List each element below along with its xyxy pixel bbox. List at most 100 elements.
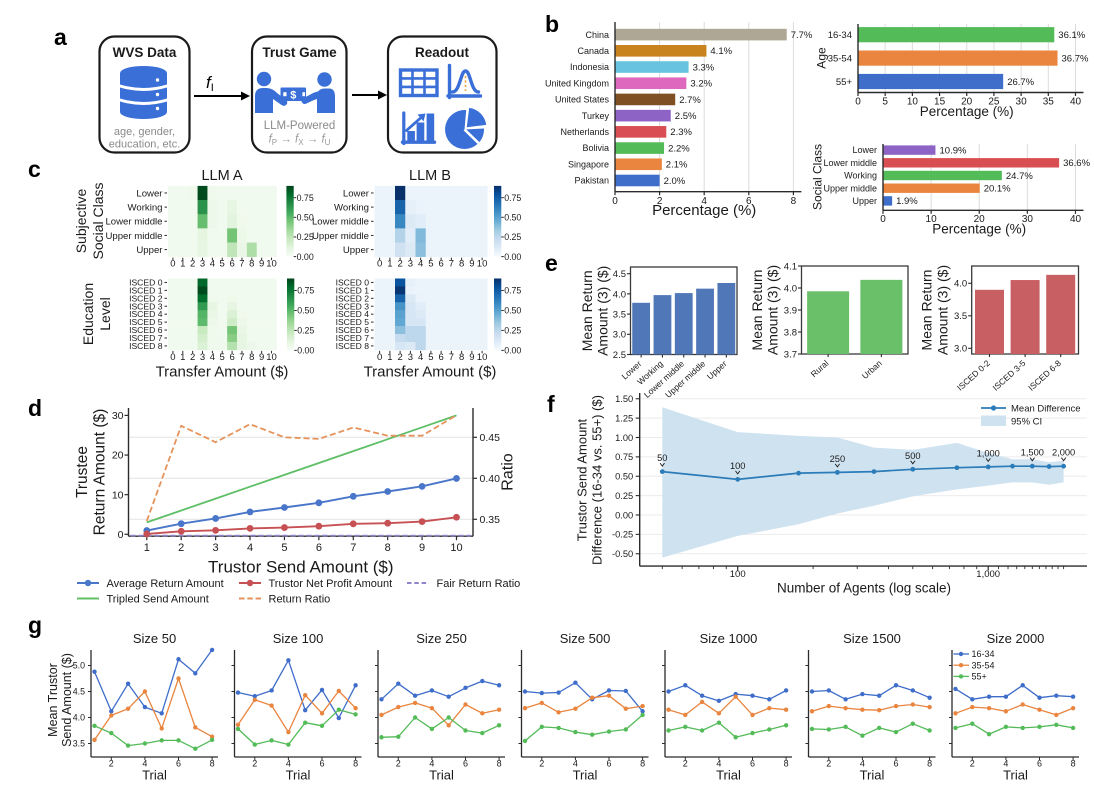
svg-text:4.0: 4.0 (73, 713, 85, 723)
svg-text:3.8: 3.8 (784, 327, 797, 338)
svg-text:0.00: 0.00 (504, 252, 521, 262)
svg-text:55+: 55+ (836, 77, 853, 88)
svg-text:LLM B: LLM B (409, 168, 451, 184)
svg-text:fP → fX → fU: fP → fX → fU (269, 134, 331, 148)
svg-text:fI: fI (206, 73, 214, 94)
svg-text:Upper middle: Upper middle (312, 231, 369, 242)
svg-text:ISCED 7: ISCED 7 (336, 333, 370, 343)
svg-text:30: 30 (112, 410, 124, 422)
svg-text:2,000: 2,000 (1052, 448, 1075, 458)
svg-text:Size 250: Size 250 (416, 631, 467, 646)
svg-text:6: 6 (229, 352, 234, 363)
svg-text:5: 5 (220, 259, 225, 270)
svg-text:0.50: 0.50 (615, 472, 633, 482)
svg-text:9: 9 (259, 352, 264, 363)
svg-text:4: 4 (429, 759, 434, 769)
svg-text:0.50: 0.50 (297, 306, 314, 316)
svg-text:Size 100: Size 100 (273, 631, 324, 646)
svg-text:c: c (28, 156, 41, 182)
svg-text:20.1%: 20.1% (984, 184, 1011, 195)
svg-text:Indonesia: Indonesia (570, 62, 609, 72)
svg-text:LLM A: LLM A (201, 168, 242, 184)
svg-text:ISCED 0: ISCED 0 (129, 278, 163, 288)
svg-text:ISCED 2: ISCED 2 (129, 293, 163, 303)
svg-text:2.5%: 2.5% (675, 111, 697, 122)
svg-text:Bolivia: Bolivia (582, 143, 609, 153)
svg-text:6: 6 (1037, 759, 1042, 769)
svg-text:8: 8 (249, 259, 254, 270)
svg-text:ISCED 6: ISCED 6 (129, 325, 163, 335)
svg-text:3.0: 3.0 (954, 344, 967, 355)
svg-text:2.0%: 2.0% (664, 176, 686, 187)
svg-text:4.0: 4.0 (613, 289, 626, 300)
svg-text:8: 8 (791, 196, 797, 207)
svg-text:China: China (585, 30, 609, 40)
svg-text:7.7%: 7.7% (791, 30, 813, 41)
svg-text:Size 50: Size 50 (133, 631, 176, 646)
svg-text:6: 6 (438, 259, 443, 270)
svg-text:0: 0 (880, 214, 886, 225)
svg-text:10: 10 (926, 214, 938, 225)
svg-text:3: 3 (200, 259, 205, 270)
svg-text:0: 0 (170, 259, 175, 270)
svg-text:Subjective: Subjective (73, 188, 89, 253)
svg-text:2: 2 (539, 759, 544, 769)
svg-text:0.00: 0.00 (615, 510, 633, 520)
svg-text:Trustor Send Amount ($): Trustor Send Amount ($) (208, 558, 394, 577)
svg-text:-0.50: -0.50 (612, 549, 633, 559)
svg-text:0.00: 0.00 (504, 346, 521, 356)
svg-text:Trial: Trial (1003, 768, 1028, 783)
svg-text:Trustor Send Amount: Trustor Send Amount (575, 418, 590, 541)
svg-text:Trustee: Trustee (74, 446, 91, 498)
svg-text:10.9%: 10.9% (940, 145, 967, 156)
svg-text:0.25: 0.25 (504, 326, 521, 336)
svg-text:age, gender,: age, gender, (114, 126, 175, 138)
svg-text:ISCED 4: ISCED 4 (129, 309, 163, 319)
svg-text:35-54: 35-54 (972, 660, 995, 670)
svg-text:a: a (54, 24, 67, 50)
svg-text:Difference (16-34 vs. 55+) ($): Difference (16-34 vs. 55+) ($) (589, 395, 604, 565)
svg-text:Percentage (%): Percentage (%) (652, 202, 756, 219)
svg-text:2.1%: 2.1% (666, 160, 688, 171)
svg-text:ISCED 5: ISCED 5 (129, 317, 163, 327)
svg-text:Upper middle: Upper middle (823, 183, 877, 193)
svg-text:8: 8 (459, 352, 464, 363)
svg-text:Mean Difference: Mean Difference (1011, 404, 1081, 415)
svg-text:50: 50 (657, 453, 667, 463)
svg-text:Trial: Trial (573, 768, 598, 783)
svg-text:0.75: 0.75 (297, 193, 314, 203)
svg-text:Netherlands: Netherlands (560, 127, 609, 137)
svg-text:2.3%: 2.3% (670, 127, 692, 138)
svg-text:8: 8 (210, 759, 215, 769)
svg-text:5: 5 (882, 97, 888, 108)
svg-text:ISCED 5: ISCED 5 (336, 317, 370, 327)
svg-text:ISCED 4: ISCED 4 (336, 309, 370, 319)
svg-text:6: 6 (746, 196, 752, 207)
svg-text:10: 10 (477, 352, 488, 363)
svg-text:-0.25: -0.25 (612, 530, 633, 540)
svg-text:f: f (547, 391, 555, 417)
svg-text:100: 100 (730, 569, 746, 580)
svg-text:3: 3 (408, 259, 413, 270)
svg-text:2.2%: 2.2% (668, 143, 690, 154)
svg-text:7: 7 (350, 542, 356, 554)
svg-text:3.2%: 3.2% (690, 79, 712, 90)
svg-text:ISCED 1: ISCED 1 (129, 285, 163, 295)
svg-text:4.5: 4.5 (73, 687, 85, 697)
svg-text:Upper: Upper (852, 196, 877, 206)
svg-text:2: 2 (826, 759, 831, 769)
svg-text:Lower: Lower (852, 145, 877, 155)
svg-text:0.75: 0.75 (297, 286, 314, 296)
svg-text:2: 2 (397, 259, 402, 270)
svg-text:e: e (545, 250, 558, 276)
svg-text:Average Return Amount: Average Return Amount (107, 578, 224, 590)
svg-text:0: 0 (612, 196, 618, 207)
svg-text:4.0: 4.0 (954, 279, 967, 290)
svg-text:2.5: 2.5 (613, 350, 626, 361)
svg-text:26.7%: 26.7% (1007, 77, 1034, 88)
svg-text:b: b (545, 11, 559, 37)
svg-text:1: 1 (387, 259, 392, 270)
svg-text:1: 1 (387, 352, 392, 363)
svg-text:0: 0 (118, 529, 124, 541)
svg-text:4: 4 (418, 259, 423, 270)
